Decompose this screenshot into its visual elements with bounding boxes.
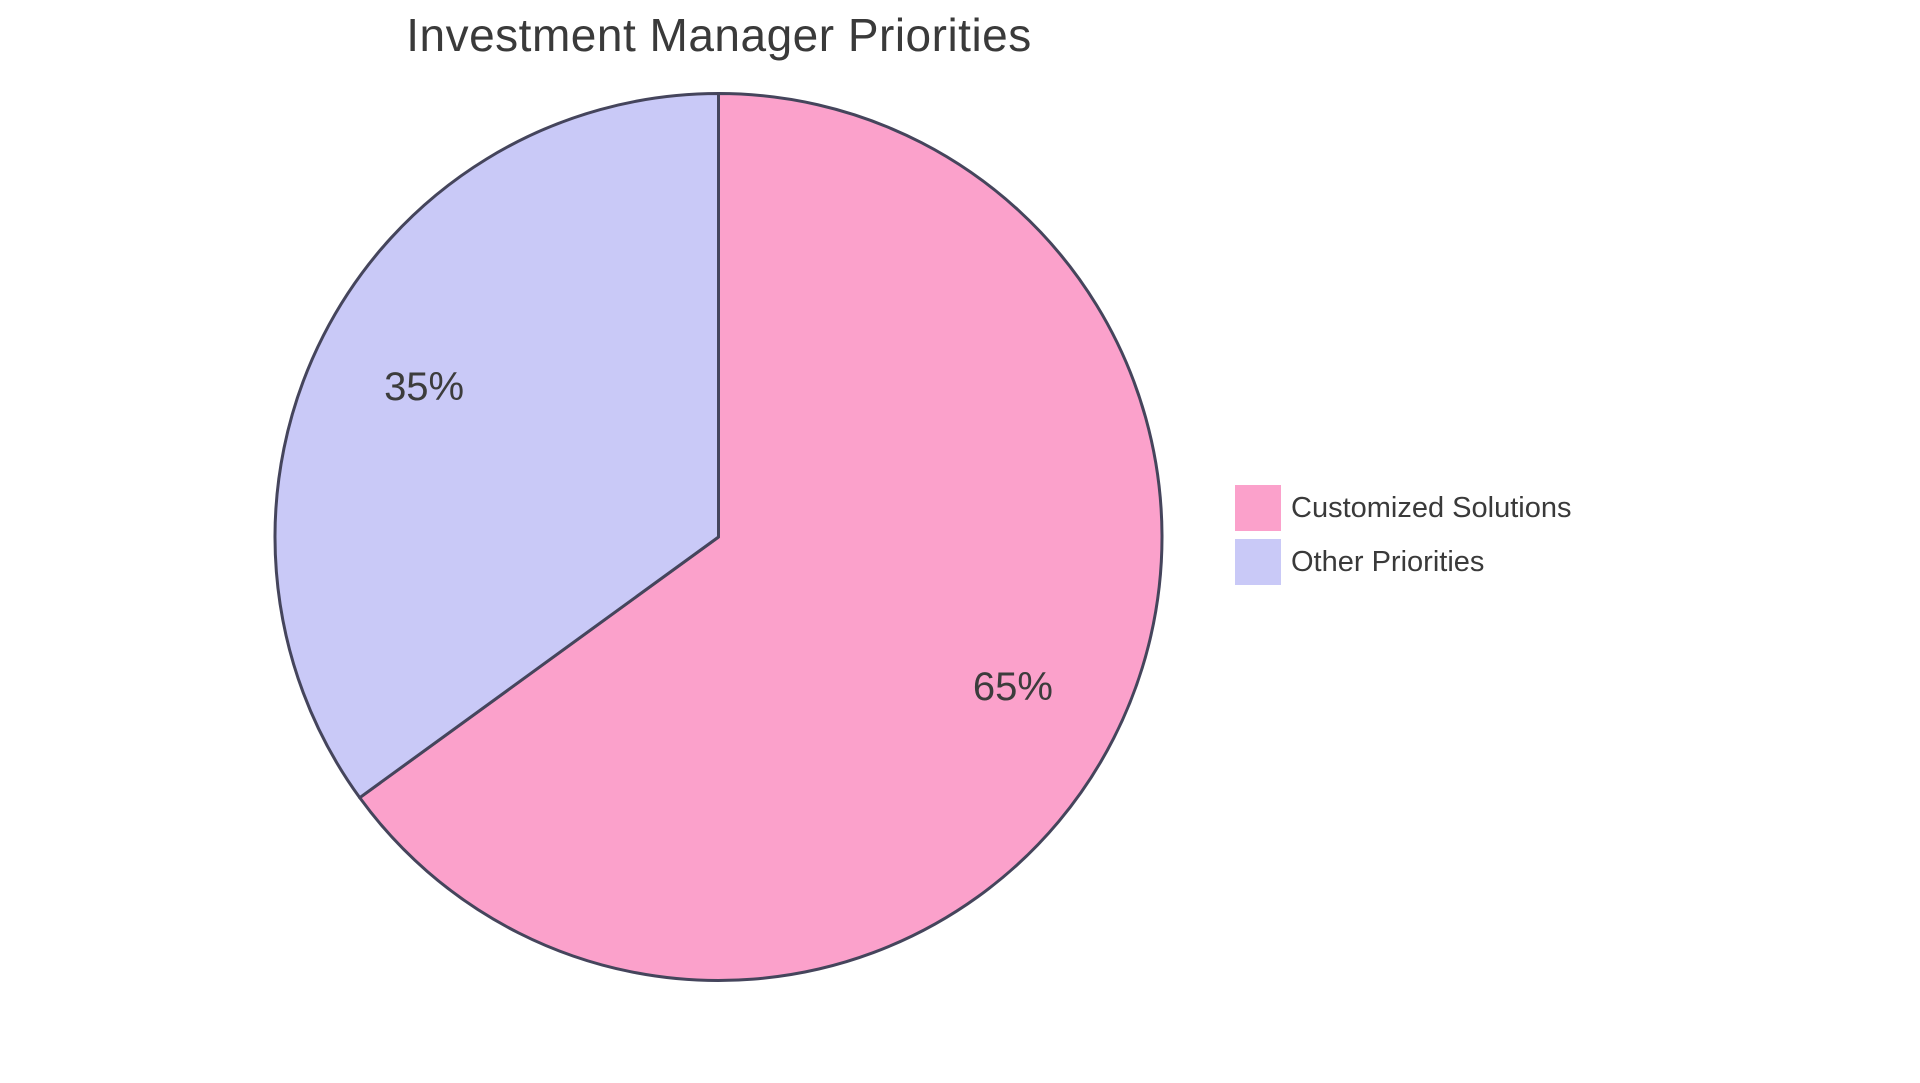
- pie-slice-customized-solutions: [358, 92, 1164, 982]
- legend-label-customized-solutions: Customized Solutions: [1291, 491, 1572, 524]
- legend: Customized Solutions Other Priorities: [1235, 485, 1571, 593]
- chart-title: Investment Manager Priorities: [406, 9, 1032, 61]
- pie-value-label-customized-solutions: 65%: [973, 665, 1053, 709]
- legend-swatch-other-priorities: [1235, 539, 1281, 585]
- legend-item-customized-solutions: Customized Solutions: [1235, 485, 1571, 531]
- pie-value-label-other-priorities: 35%: [384, 365, 464, 409]
- legend-item-other-priorities: Other Priorities: [1235, 539, 1571, 585]
- legend-label-other-priorities: Other Priorities: [1291, 545, 1485, 578]
- pie-slice-other-priorities: [273, 92, 720, 800]
- legend-swatch-customized-solutions: [1235, 485, 1281, 531]
